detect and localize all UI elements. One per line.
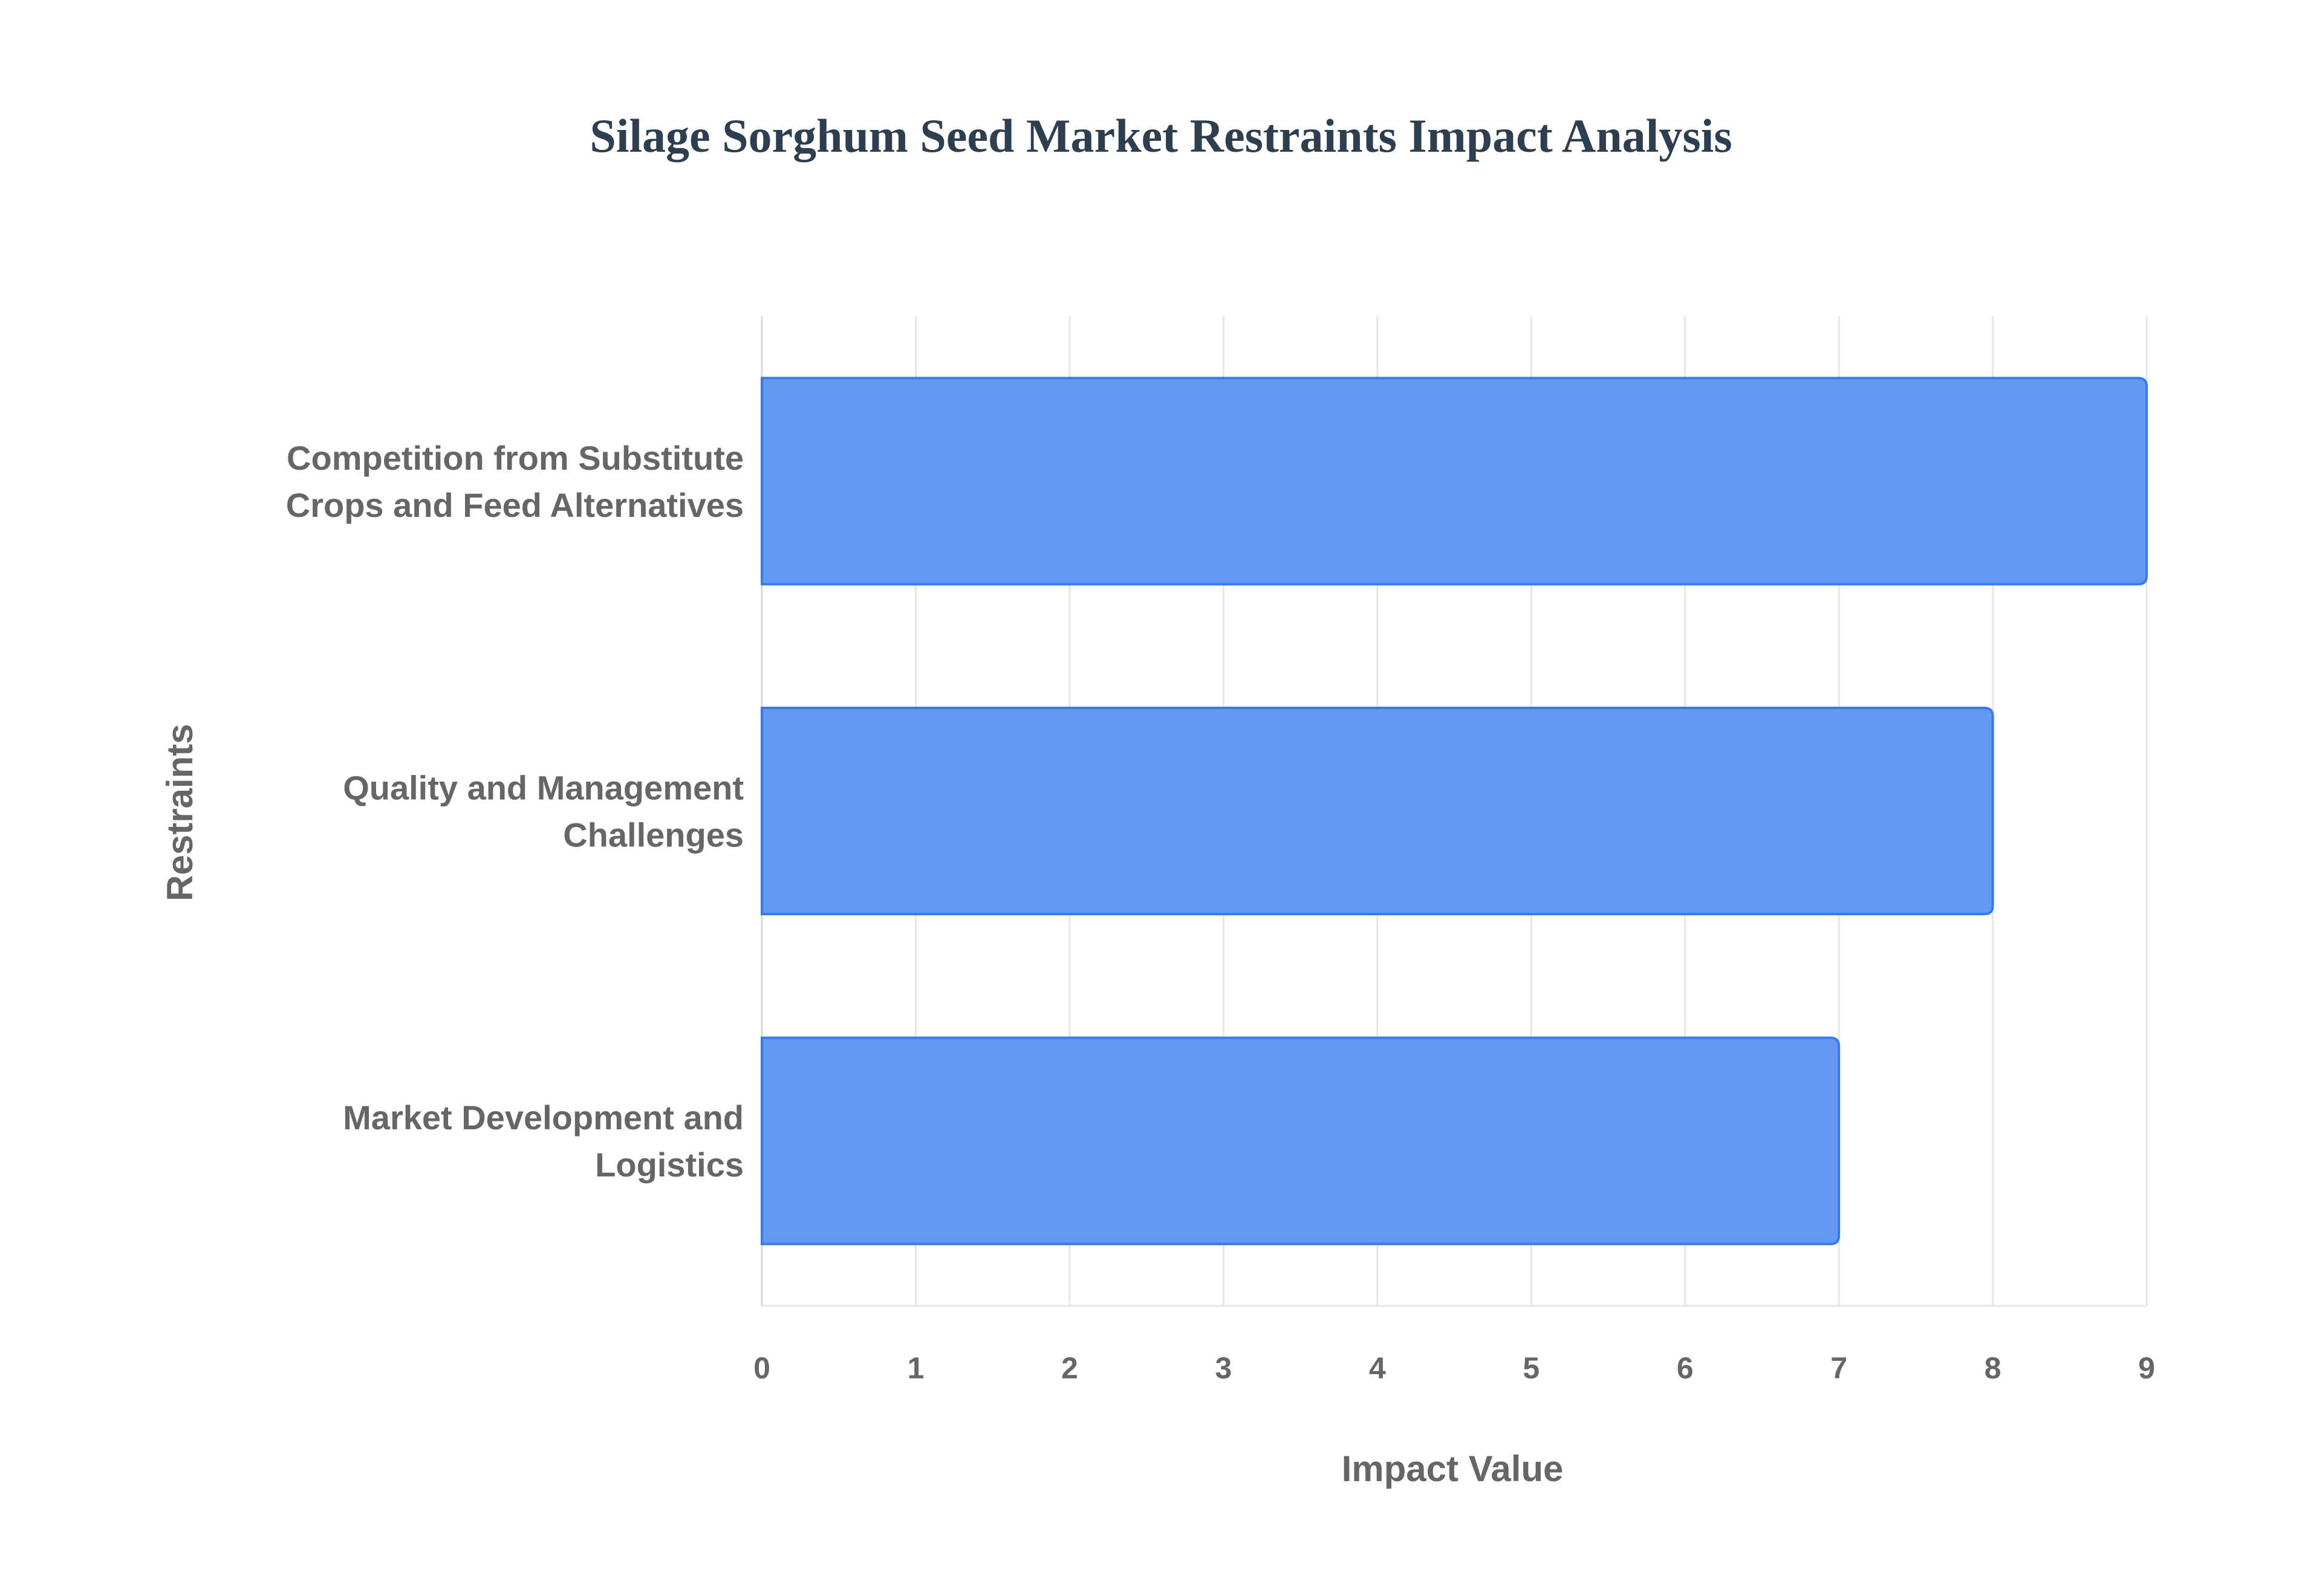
bar bbox=[761, 706, 1994, 916]
x-tick-label: 7 bbox=[1830, 1351, 1847, 1385]
x-tick-label: 3 bbox=[1215, 1351, 1232, 1385]
x-tick-label: 8 bbox=[1985, 1351, 2002, 1385]
y-axis-title: Restraints bbox=[160, 724, 200, 901]
y-tick-label: Market Development and bbox=[343, 1098, 744, 1137]
y-tick-label: Quality and Management bbox=[343, 769, 744, 807]
x-tick-label: 0 bbox=[753, 1351, 770, 1385]
x-axis-title: Impact Value bbox=[1342, 1448, 1564, 1489]
x-tick-label: 2 bbox=[1061, 1351, 1078, 1385]
y-tick-label: Logistics bbox=[595, 1146, 744, 1184]
y-tick-label: Challenges bbox=[563, 816, 744, 854]
chart-title: Silage Sorghum Seed Market Restraints Im… bbox=[590, 109, 1732, 162]
bar bbox=[761, 377, 2148, 586]
x-tick-label: 9 bbox=[2138, 1351, 2155, 1385]
y-tick-label: Competition from Substitute bbox=[287, 439, 744, 477]
x-tick-label: 1 bbox=[908, 1351, 925, 1385]
x-tick-label: 4 bbox=[1369, 1351, 1386, 1385]
x-tick-label: 5 bbox=[1523, 1351, 1540, 1385]
y-tick-label: Crops and Feed Alternatives bbox=[286, 486, 744, 524]
x-tick-label: 6 bbox=[1677, 1351, 1694, 1385]
bar bbox=[761, 1036, 1841, 1245]
